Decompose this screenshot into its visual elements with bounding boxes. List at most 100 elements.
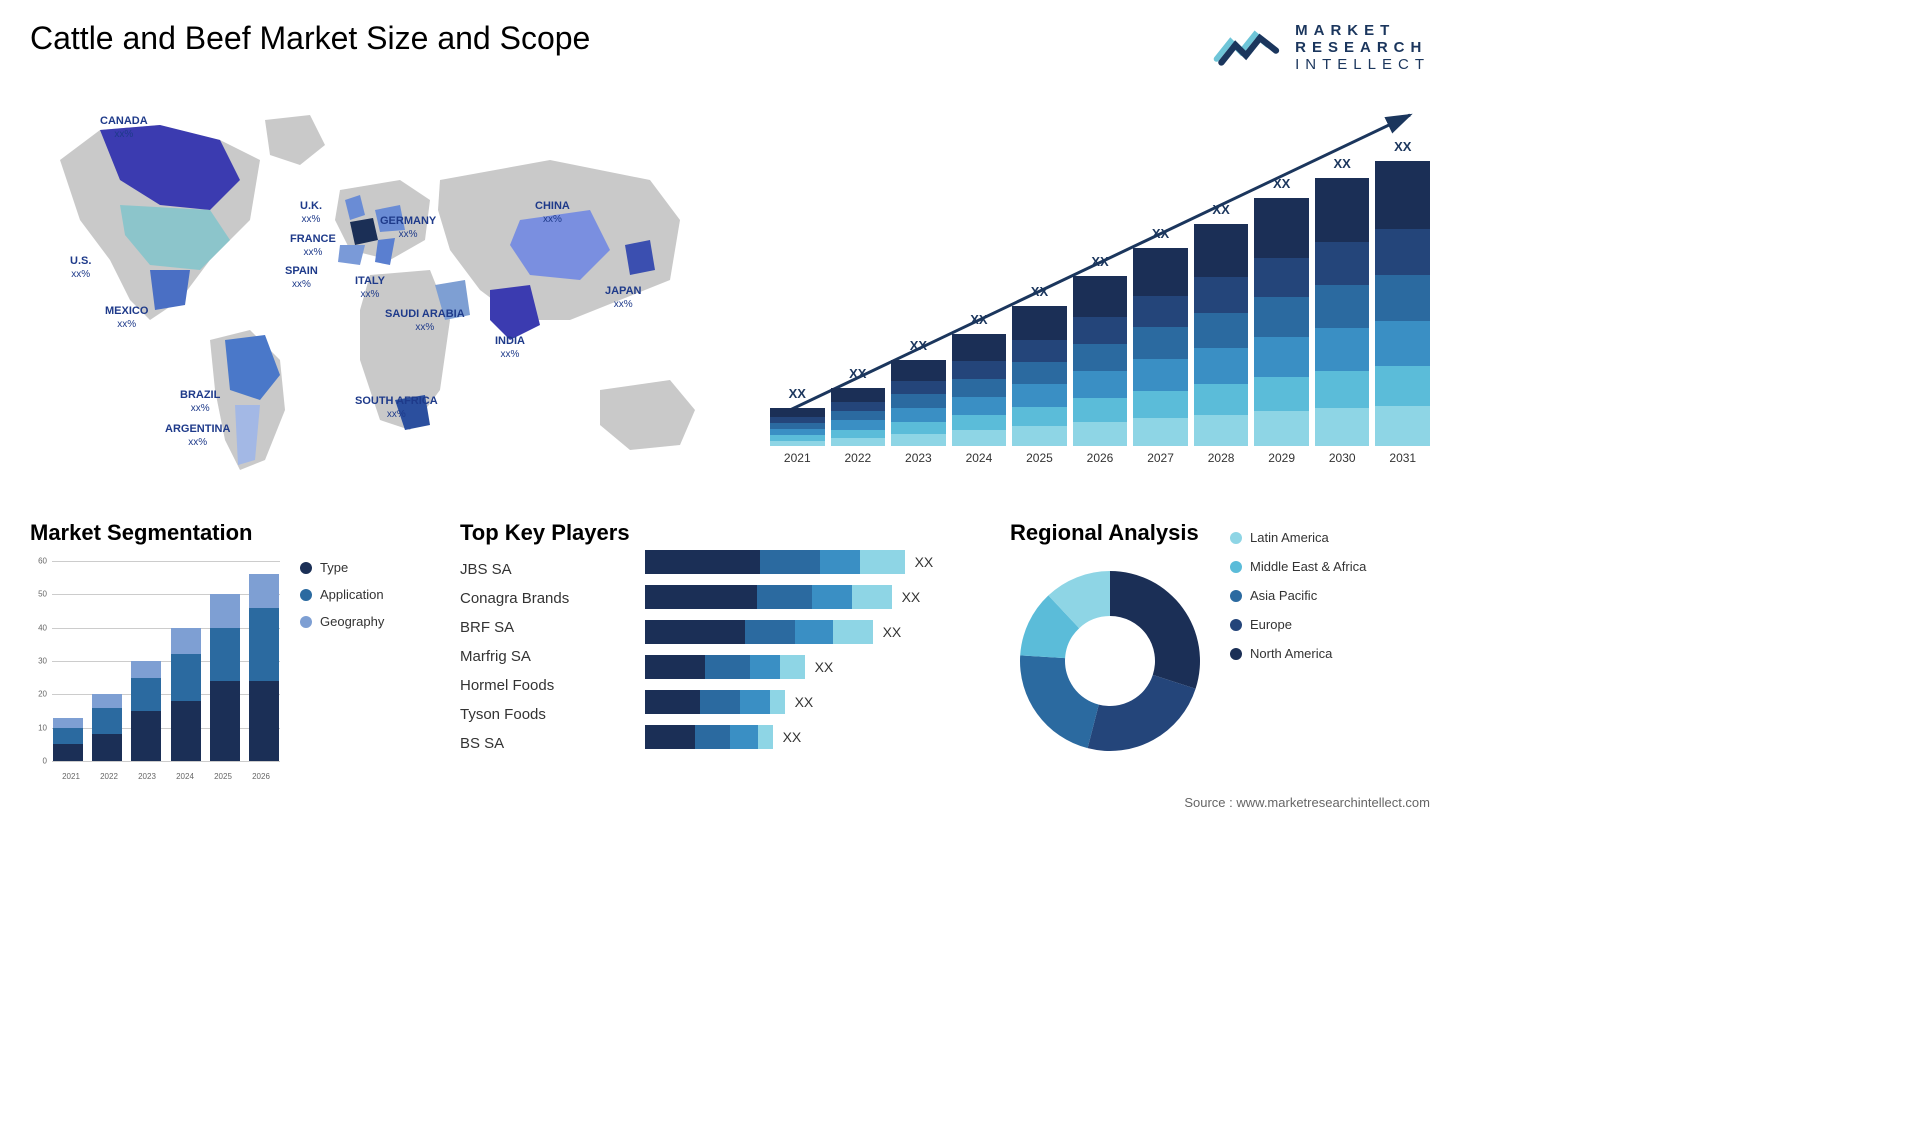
forecast-bar-value: XX: [1273, 176, 1290, 191]
seg-year-label: 2023: [128, 772, 166, 781]
regional-title: Regional Analysis: [1010, 520, 1210, 546]
donut-segment: [1110, 571, 1200, 689]
forecast-bar-value: XX: [970, 312, 987, 327]
forecast-year-label: 2028: [1208, 451, 1235, 465]
segmentation-bar: [171, 628, 201, 761]
player-bar-value: XX: [915, 554, 934, 570]
player-bar-row: XX: [645, 725, 980, 749]
forecast-chart-section: XX2021XX2022XX2023XX2024XX2025XX2026XX20…: [770, 90, 1430, 490]
seg-year-label: 2021: [52, 772, 90, 781]
legend-item: Type: [300, 560, 384, 575]
legend-label: Middle East & Africa: [1250, 559, 1366, 574]
infographic-container: Cattle and Beef Market Size and Scope MA…: [0, 0, 1460, 801]
logo-mark-icon: [1213, 20, 1283, 75]
player-name: Conagra Brands: [460, 590, 620, 607]
seg-ytick: 50: [38, 590, 47, 599]
segmentation-bar: [92, 694, 122, 761]
player-name: Marfrig SA: [460, 648, 620, 665]
player-bar-value: XX: [815, 659, 834, 675]
map-label: U.K.xx%: [300, 200, 322, 226]
logo-line-2: RESEARCH: [1295, 39, 1430, 56]
map-label: GERMANYxx%: [380, 215, 436, 241]
player-name: JBS SA: [460, 561, 620, 578]
seg-ytick: 30: [38, 657, 47, 666]
segmentation-chart: 0102030405060 202120222023202420252026: [30, 561, 280, 781]
player-bar-row: XX: [645, 690, 980, 714]
forecast-year-label: 2026: [1087, 451, 1114, 465]
source-attribution: Source : www.marketresearchintellect.com: [1184, 795, 1430, 810]
forecast-bar: XX2030: [1315, 178, 1370, 465]
player-bar-value: XX: [902, 589, 921, 605]
logo-text: MARKET RESEARCH INTELLECT: [1295, 22, 1430, 74]
player-bar-value: XX: [783, 729, 802, 745]
forecast-bar-value: XX: [1152, 226, 1169, 241]
seg-year-label: 2025: [204, 772, 242, 781]
donut-segment: [1020, 655, 1099, 748]
regional-legend: Latin America Middle East & Africa Asia Pa…: [1230, 520, 1366, 781]
player-bar-row: XX: [645, 550, 980, 574]
top-row: CANADAxx%U.S.xx%MEXICOxx%BRAZILxx%ARGENT…: [30, 90, 1430, 490]
seg-ytick: 10: [38, 723, 47, 732]
map-label: SAUDI ARABIAxx%: [385, 308, 465, 334]
forecast-year-label: 2024: [966, 451, 993, 465]
forecast-year-label: 2031: [1389, 451, 1416, 465]
legend-swatch-icon: [1230, 561, 1242, 573]
forecast-year-label: 2030: [1329, 451, 1356, 465]
seg-year-label: 2024: [166, 772, 204, 781]
forecast-bar-value: XX: [1394, 139, 1411, 154]
segmentation-legend: Type Application Geography: [300, 520, 384, 781]
legend-label: Asia Pacific: [1250, 588, 1317, 603]
legend-item: North America: [1230, 646, 1366, 661]
legend-label: Europe: [1250, 617, 1292, 632]
legend-swatch-icon: [1230, 648, 1242, 660]
forecast-bar: XX2022: [831, 388, 886, 465]
brand-logo: MARKET RESEARCH INTELLECT: [1213, 20, 1430, 75]
legend-swatch-icon: [1230, 590, 1242, 602]
forecast-year-label: 2025: [1026, 451, 1053, 465]
segmentation-bar: [53, 718, 83, 761]
regional-section: Regional Analysis Latin America Middle Ea…: [1010, 520, 1430, 781]
map-label: ARGENTINAxx%: [165, 423, 230, 449]
forecast-year-label: 2022: [844, 451, 871, 465]
forecast-bar: XX2027: [1133, 248, 1188, 465]
bottom-row: Market Segmentation 0102030405060 202120…: [30, 520, 1430, 781]
world-map-section: CANADAxx%U.S.xx%MEXICOxx%BRAZILxx%ARGENT…: [30, 90, 730, 490]
seg-ytick: 40: [38, 623, 47, 632]
map-label: MEXICOxx%: [105, 305, 148, 331]
forecast-bar-value: XX: [1091, 254, 1108, 269]
forecast-bar-value: XX: [1031, 284, 1048, 299]
page-title: Cattle and Beef Market Size and Scope: [30, 20, 590, 57]
segmentation-section: Market Segmentation 0102030405060 202120…: [30, 520, 430, 781]
map-label: BRAZILxx%: [180, 389, 220, 415]
seg-year-label: 2026: [242, 772, 280, 781]
seg-year-label: 2022: [90, 772, 128, 781]
player-bar-row: XX: [645, 655, 980, 679]
legend-item: Asia Pacific: [1230, 588, 1366, 603]
forecast-bar-value: XX: [1334, 156, 1351, 171]
donut-segment: [1088, 675, 1196, 751]
logo-line-3: INTELLECT: [1295, 56, 1430, 73]
player-name: Hormel Foods: [460, 677, 620, 694]
forecast-year-label: 2029: [1268, 451, 1295, 465]
forecast-year-label: 2021: [784, 451, 811, 465]
legend-swatch-icon: [1230, 619, 1242, 631]
forecast-bar-value: XX: [789, 386, 806, 401]
legend-item: Geography: [300, 614, 384, 629]
legend-swatch-icon: [300, 616, 312, 628]
forecast-year-label: 2023: [905, 451, 932, 465]
forecast-bar: XX2025: [1012, 306, 1067, 465]
forecast-bar: XX2021: [770, 408, 825, 465]
legend-swatch-icon: [300, 562, 312, 574]
legend-swatch-icon: [1230, 532, 1242, 544]
forecast-bar: XX2031: [1375, 161, 1430, 465]
legend-item: Europe: [1230, 617, 1366, 632]
forecast-bar: XX2028: [1194, 224, 1249, 465]
legend-item: Latin America: [1230, 530, 1366, 545]
legend-item: Application: [300, 587, 384, 602]
players-title: Top Key Players: [460, 520, 630, 546]
players-section: Top Key Players JBS SA Conagra Brands BRF …: [460, 520, 980, 781]
map-label: ITALYxx%: [355, 275, 385, 301]
player-name: BRF SA: [460, 619, 620, 636]
seg-ytick: 60: [38, 557, 47, 566]
map-label: CHINAxx%: [535, 200, 570, 226]
